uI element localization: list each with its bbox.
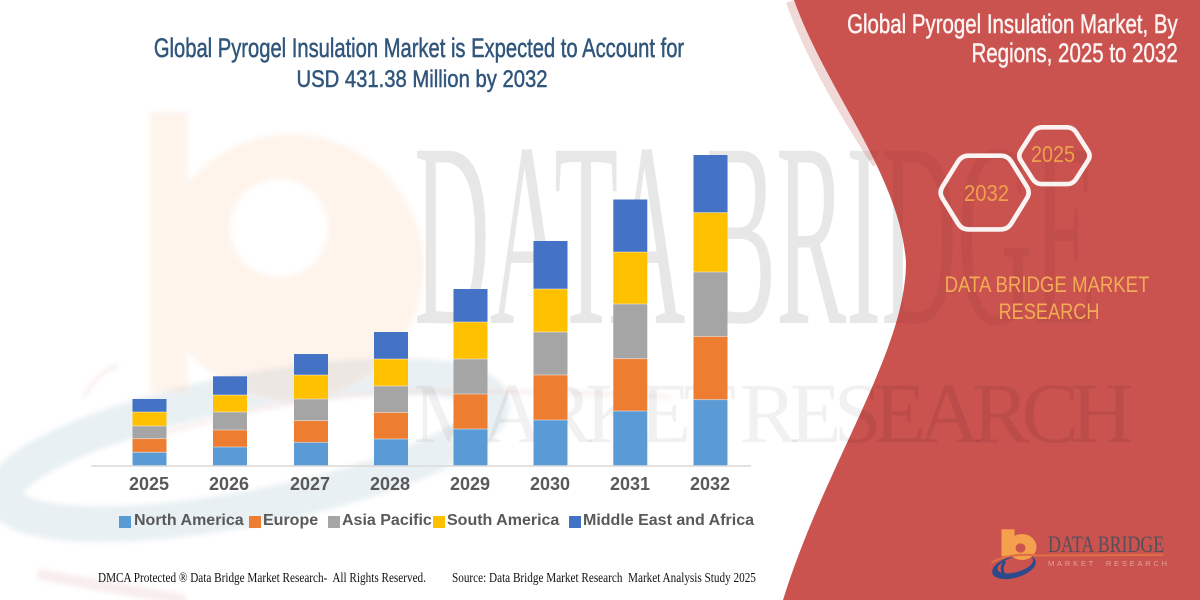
svg-text:2025: 2025 (1031, 141, 1075, 167)
svg-text:2032: 2032 (964, 180, 1009, 206)
